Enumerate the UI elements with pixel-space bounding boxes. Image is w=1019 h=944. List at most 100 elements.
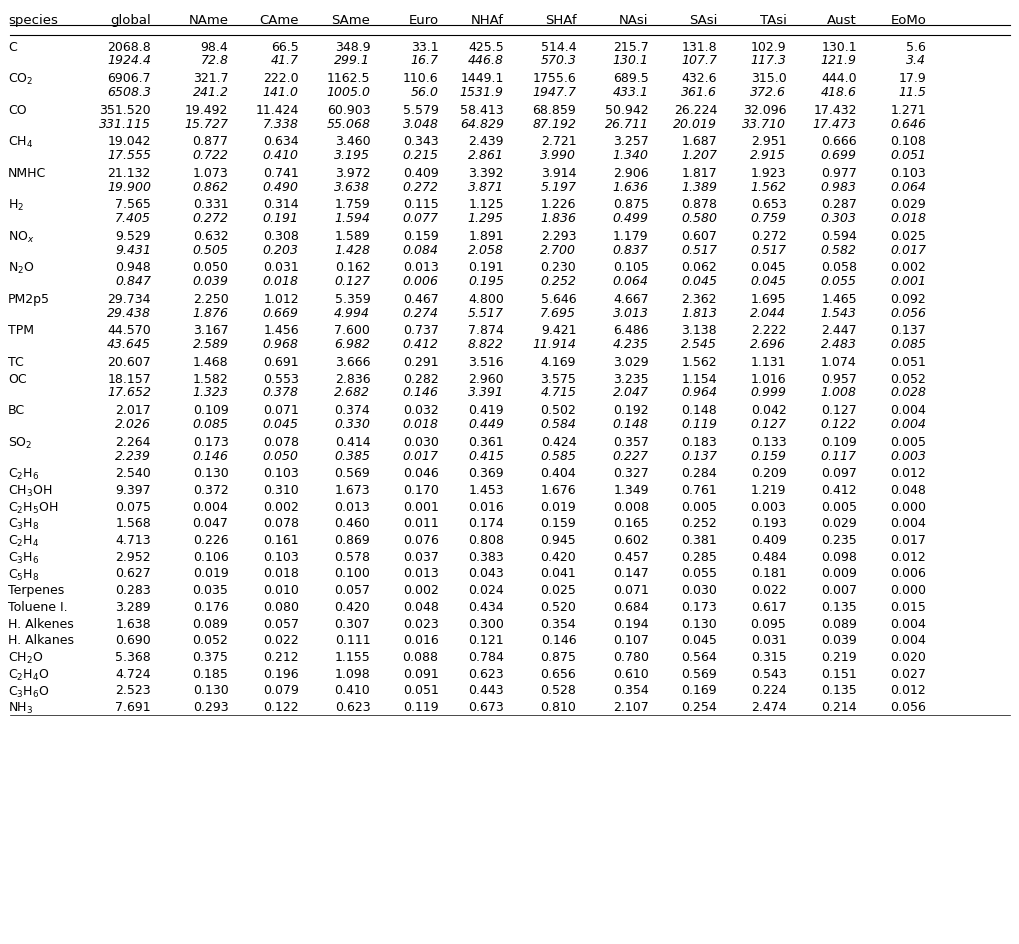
Text: 43.645: 43.645 xyxy=(107,338,151,351)
Text: 1.817: 1.817 xyxy=(681,167,716,179)
Text: 17.9: 17.9 xyxy=(898,72,925,85)
Text: 0.064: 0.064 xyxy=(612,276,648,288)
Text: 689.5: 689.5 xyxy=(612,72,648,85)
Text: 0.146: 0.146 xyxy=(193,449,228,463)
Text: 0.029: 0.029 xyxy=(820,517,856,531)
Text: 3.392: 3.392 xyxy=(468,167,503,179)
Text: 0.159: 0.159 xyxy=(403,229,438,243)
Text: 0.420: 0.420 xyxy=(540,550,576,564)
Text: 0.357: 0.357 xyxy=(612,436,648,448)
Text: 0.130: 0.130 xyxy=(193,684,228,698)
Text: 2.362: 2.362 xyxy=(681,293,716,306)
Text: 0.122: 0.122 xyxy=(263,701,299,714)
Text: 0.001: 0.001 xyxy=(403,500,438,514)
Text: 0.022: 0.022 xyxy=(263,634,299,648)
Text: 26.711: 26.711 xyxy=(604,118,648,130)
Text: 0.006: 0.006 xyxy=(403,276,438,288)
Text: 0.354: 0.354 xyxy=(540,617,576,631)
Text: 0.252: 0.252 xyxy=(681,517,716,531)
Text: 0.100: 0.100 xyxy=(334,567,370,581)
Text: 2.952: 2.952 xyxy=(115,550,151,564)
Text: 0.385: 0.385 xyxy=(334,449,370,463)
Text: 20.607: 20.607 xyxy=(107,356,151,369)
Text: 0.106: 0.106 xyxy=(193,550,228,564)
Text: 11.5: 11.5 xyxy=(898,86,925,99)
Text: 0.699: 0.699 xyxy=(820,149,856,162)
Text: 0.020: 0.020 xyxy=(890,651,925,664)
Text: 0.443: 0.443 xyxy=(468,684,503,698)
Text: C$_2$H$_5$OH: C$_2$H$_5$OH xyxy=(8,500,58,515)
Text: 0.045: 0.045 xyxy=(750,261,786,275)
Text: 0.162: 0.162 xyxy=(334,261,370,275)
Text: 1.891: 1.891 xyxy=(468,229,503,243)
Text: 0.018: 0.018 xyxy=(263,276,299,288)
Text: 11.424: 11.424 xyxy=(255,104,299,117)
Text: 3.235: 3.235 xyxy=(612,373,648,385)
Text: 0.025: 0.025 xyxy=(540,584,576,598)
Text: 0.056: 0.056 xyxy=(890,307,925,320)
Text: 1.562: 1.562 xyxy=(750,180,786,194)
Text: 444.0: 444.0 xyxy=(820,72,856,85)
Text: 0.121: 0.121 xyxy=(468,634,503,648)
Text: 0.019: 0.019 xyxy=(193,567,228,581)
Text: 0.135: 0.135 xyxy=(820,601,856,614)
Text: 1005.0: 1005.0 xyxy=(326,86,370,99)
Text: 2.523: 2.523 xyxy=(115,684,151,698)
Text: 0.133: 0.133 xyxy=(750,436,786,448)
Text: 0.361: 0.361 xyxy=(468,436,503,448)
Text: 0.502: 0.502 xyxy=(540,404,576,417)
Text: 0.192: 0.192 xyxy=(612,404,648,417)
Text: 0.381: 0.381 xyxy=(681,534,716,547)
Text: 0.130: 0.130 xyxy=(193,467,228,480)
Text: 2.696: 2.696 xyxy=(750,338,786,351)
Text: 0.051: 0.051 xyxy=(890,356,925,369)
Text: 102.9: 102.9 xyxy=(750,41,786,54)
Text: 0.310: 0.310 xyxy=(263,484,299,497)
Text: 1.543: 1.543 xyxy=(820,307,856,320)
Text: 0.159: 0.159 xyxy=(540,517,576,531)
Text: 0.862: 0.862 xyxy=(193,180,228,194)
Text: 0.107: 0.107 xyxy=(612,634,648,648)
Text: 0.011: 0.011 xyxy=(403,517,438,531)
Text: H. Alkanes: H. Alkanes xyxy=(8,634,74,648)
Text: 17.555: 17.555 xyxy=(107,149,151,162)
Text: 3.638: 3.638 xyxy=(334,180,370,194)
Text: 3.391: 3.391 xyxy=(468,386,503,399)
Text: 0.004: 0.004 xyxy=(890,617,925,631)
Text: 0.212: 0.212 xyxy=(263,651,299,664)
Text: 0.003: 0.003 xyxy=(750,500,786,514)
Text: 432.6: 432.6 xyxy=(681,72,716,85)
Text: 33.1: 33.1 xyxy=(411,41,438,54)
Text: 2.222: 2.222 xyxy=(750,325,786,337)
Text: 0.602: 0.602 xyxy=(612,534,648,547)
Text: 1.687: 1.687 xyxy=(681,135,716,148)
Text: 0.467: 0.467 xyxy=(403,293,438,306)
Text: 0.569: 0.569 xyxy=(334,467,370,480)
Text: 0.058: 0.058 xyxy=(820,261,856,275)
Text: 0.029: 0.029 xyxy=(890,198,925,211)
Text: 0.039: 0.039 xyxy=(193,276,228,288)
Text: NH$_3$: NH$_3$ xyxy=(8,701,34,716)
Text: 0.722: 0.722 xyxy=(193,149,228,162)
Text: 0.293: 0.293 xyxy=(193,701,228,714)
Text: 2.239: 2.239 xyxy=(115,449,151,463)
Text: 3.871: 3.871 xyxy=(468,180,503,194)
Text: 570.3: 570.3 xyxy=(540,55,576,67)
Text: 0.051: 0.051 xyxy=(890,149,925,162)
Text: 0.578: 0.578 xyxy=(334,550,370,564)
Text: 0.420: 0.420 xyxy=(334,601,370,614)
Text: EoMo: EoMo xyxy=(890,14,925,27)
Text: 1.154: 1.154 xyxy=(681,373,716,385)
Text: 0.308: 0.308 xyxy=(263,229,299,243)
Text: 0.108: 0.108 xyxy=(890,135,925,148)
Text: OC: OC xyxy=(8,373,26,385)
Text: 2.682: 2.682 xyxy=(334,386,370,399)
Text: 0.314: 0.314 xyxy=(263,198,299,211)
Text: 7.565: 7.565 xyxy=(115,198,151,211)
Text: 0.089: 0.089 xyxy=(193,617,228,631)
Text: 5.646: 5.646 xyxy=(540,293,576,306)
Text: 0.272: 0.272 xyxy=(193,212,228,225)
Text: 0.013: 0.013 xyxy=(334,500,370,514)
Text: 1.568: 1.568 xyxy=(115,517,151,531)
Text: 1.638: 1.638 xyxy=(115,617,151,631)
